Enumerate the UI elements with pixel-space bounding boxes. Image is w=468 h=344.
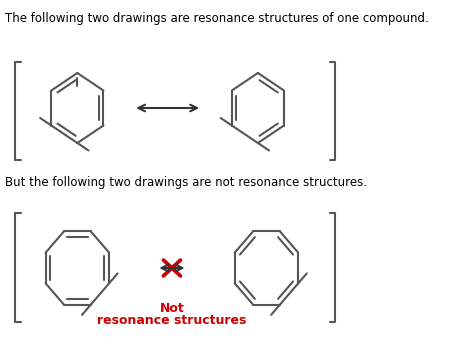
Text: resonance structures: resonance structures bbox=[97, 314, 247, 327]
Text: The following two drawings are resonance structures of one compound.: The following two drawings are resonance… bbox=[5, 12, 429, 25]
Text: But the following two drawings are not resonance structures.: But the following two drawings are not r… bbox=[5, 176, 367, 189]
Text: Not: Not bbox=[160, 302, 184, 315]
